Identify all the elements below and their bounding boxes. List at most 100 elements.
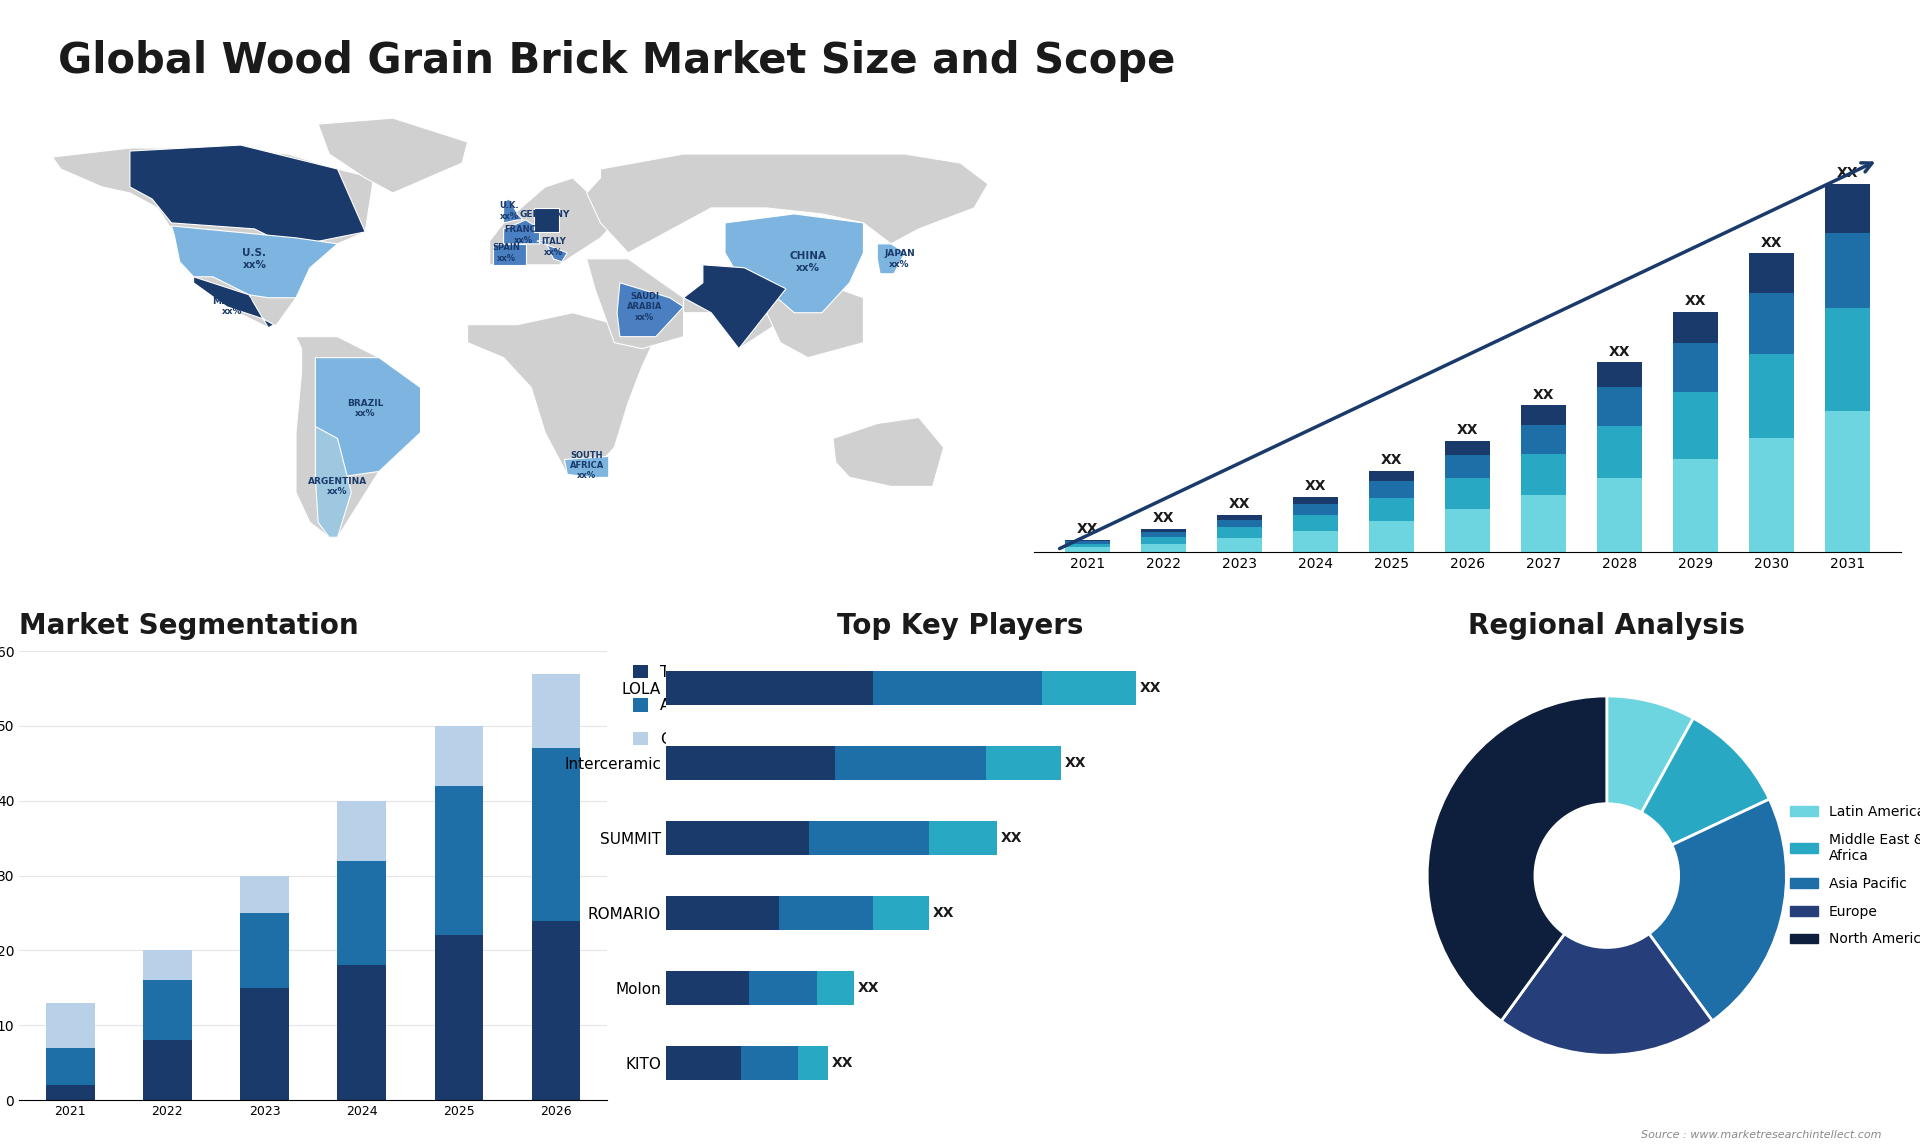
Bar [240,876,288,913]
Bar [240,988,288,1100]
Text: XX: XX [1077,521,1098,536]
Bar [1292,496,1338,504]
Bar [666,822,808,855]
Bar [46,1003,94,1047]
Polygon shape [726,214,864,313]
Wedge shape [1501,934,1713,1055]
Text: U.K.
xx%: U.K. xx% [499,202,518,221]
Bar [1521,425,1567,454]
Polygon shape [490,178,614,265]
Polygon shape [315,358,420,478]
Bar [666,896,780,929]
Bar [1749,438,1795,552]
Bar [532,748,580,920]
Polygon shape [468,313,657,478]
Text: XX: XX [1066,756,1087,770]
Wedge shape [1427,696,1607,1021]
Bar [46,1085,94,1100]
Text: XX: XX [933,906,954,920]
Bar [1369,499,1415,521]
Bar [1369,471,1415,481]
Text: XX: XX [1306,479,1327,493]
Bar [666,672,874,705]
Polygon shape [588,154,989,253]
Polygon shape [766,283,864,358]
Bar [1749,253,1795,292]
Bar [1066,543,1110,548]
Bar [1292,504,1338,516]
Text: XX: XX [1140,682,1162,696]
Bar [1824,233,1870,308]
Polygon shape [319,118,468,193]
Bar [1140,537,1187,543]
Bar [1824,411,1870,552]
Bar [666,1046,741,1080]
Polygon shape [131,146,365,246]
Text: ITALY
xx%: ITALY xx% [541,237,566,257]
Bar [1749,292,1795,354]
Bar [1217,537,1261,552]
Bar [144,980,192,1041]
Text: Market Segmentation: Market Segmentation [19,612,359,641]
Title: Regional Analysis: Regional Analysis [1469,612,1745,641]
Polygon shape [877,244,904,274]
Polygon shape [564,456,609,478]
Bar [1749,354,1795,438]
Bar [434,935,484,1100]
Bar [1217,515,1261,520]
Bar [749,971,816,1005]
Text: XX: XX [1000,831,1023,845]
Polygon shape [616,283,684,337]
Polygon shape [534,207,559,231]
Bar [1444,455,1490,478]
Text: JAPAN
xx%: JAPAN xx% [883,249,914,268]
Wedge shape [1649,799,1786,1021]
Bar [1672,344,1718,392]
Bar [780,896,874,929]
Bar [808,822,929,855]
Bar [666,971,749,1005]
Bar [666,746,835,780]
Bar [1369,521,1415,552]
Text: XX: XX [858,981,879,995]
Polygon shape [503,220,540,244]
Bar [338,965,386,1100]
Bar [144,950,192,980]
Text: ARGENTINA
xx%: ARGENTINA xx% [307,477,367,496]
Bar [874,672,1043,705]
Text: XX: XX [1457,423,1478,437]
Text: XX: XX [1380,453,1402,468]
Text: XX: XX [1609,345,1630,359]
Bar [985,746,1062,780]
Bar [874,896,929,929]
Bar [1217,520,1261,527]
Title: Top Key Players: Top Key Players [837,612,1083,641]
Polygon shape [503,199,522,223]
Text: SAUDI
ARABIA
xx%: SAUDI ARABIA xx% [628,292,662,322]
Bar [835,746,985,780]
Bar [1140,532,1187,537]
Bar [1140,543,1187,552]
Polygon shape [315,426,351,537]
Bar [1672,392,1718,460]
Wedge shape [1642,719,1770,845]
Bar [1444,509,1490,552]
Bar [741,1046,797,1080]
Bar [1292,516,1338,531]
Text: XX: XX [1837,166,1859,180]
Text: BRAZIL
xx%: BRAZIL xx% [348,399,384,418]
Bar [1672,312,1718,344]
Bar [797,1046,828,1080]
Polygon shape [194,277,275,328]
Bar [1292,531,1338,552]
Text: MEXICO
xx%: MEXICO xx% [213,297,252,316]
Bar [1597,478,1642,552]
Bar [532,920,580,1100]
Polygon shape [833,417,945,486]
Polygon shape [538,241,566,261]
Legend: Latin America, Middle East &
Africa, Asia Pacific, Europe, North America: Latin America, Middle East & Africa, Asi… [1784,799,1920,952]
Text: XX: XX [1761,236,1782,250]
Wedge shape [1607,696,1693,813]
Bar [1824,185,1870,233]
Text: INDIA
xx%: INDIA xx% [724,297,753,316]
